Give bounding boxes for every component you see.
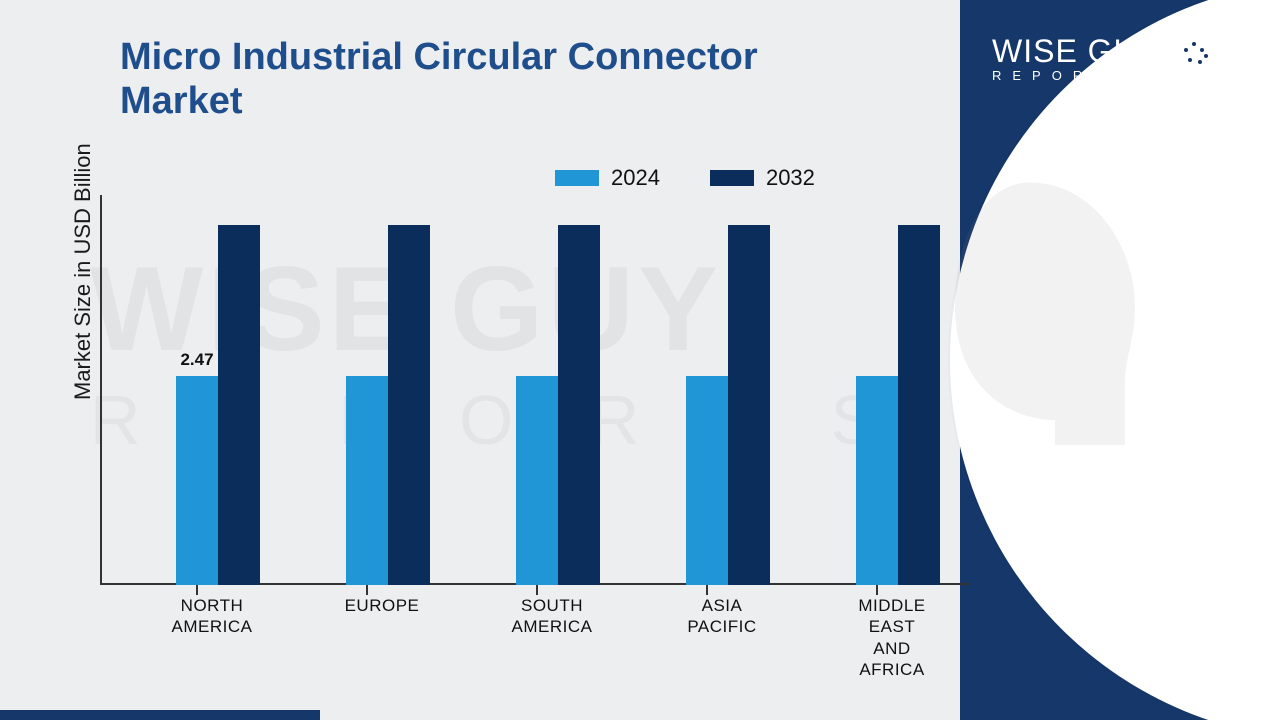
bar-series-b	[728, 225, 770, 585]
bottom-accent-strip	[0, 710, 320, 720]
bar-series-b	[898, 225, 940, 585]
bar-series-a	[856, 376, 898, 585]
legend-label-2024: 2024	[611, 165, 660, 191]
category-label: SOUTHAMERICA	[482, 595, 622, 638]
chart-card: WISE GUY R E P O R T S WISE GUY REPORTS …	[0, 0, 1280, 720]
legend-item-2024: 2024	[555, 165, 660, 191]
y-axis-line	[100, 195, 102, 585]
chart-title: Micro Industrial Circular Connector Mark…	[120, 36, 840, 123]
bar-series-a	[516, 376, 558, 585]
legend: 2024 2032	[555, 165, 815, 191]
legend-swatch-2024	[555, 170, 599, 186]
category-label: NORTHAMERICA	[142, 595, 282, 638]
bar-series-b	[388, 225, 430, 585]
brand-logo: WISE GUY REPORTS	[992, 28, 1252, 88]
bar-series-b	[558, 225, 600, 585]
category-label: MIDDLEEASTANDAFRICA	[822, 595, 962, 680]
bar-series-a	[686, 376, 728, 585]
category-label: ASIAPACIFIC	[652, 595, 792, 638]
brand-logo-line1: WISE GUY	[992, 35, 1160, 67]
legend-swatch-2032	[710, 170, 754, 186]
brand-logo-line2: REPORTS	[992, 69, 1160, 82]
bar-series-a	[176, 376, 218, 585]
bar-series-a	[346, 376, 388, 585]
bar-series-b	[218, 225, 260, 585]
brand-head-icon	[1166, 28, 1226, 88]
brand-logo-line1-text: WISE GUY	[992, 33, 1160, 69]
legend-item-2032: 2032	[710, 165, 815, 191]
brand-logo-text: WISE GUY REPORTS	[992, 35, 1160, 82]
bar-value-label: 2.47	[167, 350, 227, 370]
category-label: EUROPE	[312, 595, 452, 616]
y-axis-label: Market Size in USD Billion	[70, 143, 96, 400]
plot-area: 2.47	[100, 195, 970, 585]
legend-label-2032: 2032	[766, 165, 815, 191]
category-labels-row: NORTHAMERICA EUROPE SOUTHAMERICA ASIAPACIFI…	[100, 585, 970, 705]
